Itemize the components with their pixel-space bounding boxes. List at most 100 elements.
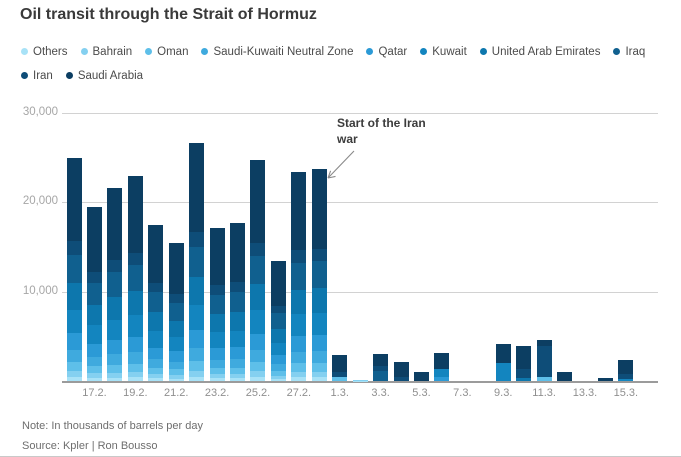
bar-24-2 bbox=[230, 222, 246, 381]
legend-dot-icon bbox=[420, 48, 428, 55]
bar-segment-oman bbox=[107, 364, 123, 373]
legend-item-label: Qatar bbox=[378, 45, 408, 58]
legend-dot-icon bbox=[613, 48, 621, 55]
bar-segment-iran bbox=[516, 369, 532, 379]
legend-item-iran: Iran bbox=[21, 69, 53, 82]
bar-segment-saudi-arabia bbox=[495, 344, 511, 364]
bar-segment-oman bbox=[189, 360, 205, 371]
bar-segment-united-arab-emirates bbox=[250, 284, 266, 311]
bar-segment-saudi-arabia bbox=[168, 242, 184, 295]
bar-segment-kuwait bbox=[311, 313, 327, 336]
bar-segment-qatar bbox=[270, 355, 286, 365]
bar-segment-kuwait bbox=[86, 325, 102, 344]
bar-segment-united-arab-emirates bbox=[168, 320, 184, 337]
bar-segment-saudi-arabia bbox=[557, 372, 573, 381]
bar-segment-kuwait bbox=[270, 342, 286, 356]
bar-segment-qatar bbox=[66, 333, 82, 350]
bar-segment-kuwait bbox=[148, 331, 164, 348]
bar-segment-iran bbox=[373, 365, 389, 372]
x-tick-label-17-2: 17.2. bbox=[82, 387, 107, 399]
bar-segment-iran bbox=[127, 252, 143, 265]
annotation-arrow-icon bbox=[327, 150, 355, 179]
bar-segment-oman bbox=[209, 368, 225, 375]
bar-segment-saudi-arabia bbox=[209, 228, 225, 286]
bar-segment-others bbox=[209, 378, 225, 381]
bar-segment-qatar bbox=[209, 348, 225, 360]
bar-segment-iraq bbox=[373, 371, 389, 381]
bar-segment-bahrain bbox=[168, 374, 184, 379]
bar-segment-qatar bbox=[189, 329, 205, 348]
bar-segment-iraq bbox=[66, 254, 82, 284]
bar-segment-saudi-kuwaiti-neutral-zone bbox=[86, 356, 102, 367]
x-tick-label-23-2: 23.2. bbox=[204, 387, 230, 399]
bar-12-3 bbox=[557, 372, 573, 381]
bar-segment-saudi-arabia bbox=[373, 354, 389, 366]
bar-segment-saudi-kuwaiti-neutral-zone bbox=[209, 359, 225, 369]
bar-segment-saudi-arabia bbox=[393, 362, 409, 377]
bar-segment-others bbox=[250, 377, 266, 381]
bar-segment-kuwait bbox=[107, 319, 123, 340]
legend-dot-icon bbox=[201, 48, 209, 55]
gridline-10000 bbox=[62, 291, 658, 293]
x-tick-label-5-3: 5.3. bbox=[412, 387, 431, 399]
bar-segment-others bbox=[311, 377, 327, 381]
bar-segment-saudi-arabia bbox=[413, 372, 429, 381]
legend-item-iraq: Iraq bbox=[613, 45, 645, 58]
x-axis-line bbox=[62, 381, 658, 383]
bar-segment-iran bbox=[230, 282, 246, 292]
x-tick-label-21-2: 21.2. bbox=[163, 387, 189, 399]
bar-segment-qatar bbox=[536, 376, 552, 378]
bar-segment-saudi-arabia bbox=[597, 377, 613, 381]
legend-item-label: Kuwait bbox=[432, 45, 467, 58]
bar-10-3 bbox=[516, 346, 532, 381]
bar-segment-saudi-arabia bbox=[250, 160, 266, 244]
bar-20-2 bbox=[148, 224, 164, 381]
plot-area: 17.2. 19.2. 21.2. 23.2. 25.2. 27.2. 1.3. 3.3. 5.… bbox=[62, 113, 658, 399]
bar-segment-kuwait bbox=[495, 363, 511, 381]
bar-19-2 bbox=[127, 175, 143, 381]
bar-segment-bahrain bbox=[86, 373, 102, 378]
bar-segment-bahrain bbox=[209, 374, 225, 379]
bar-2-3 bbox=[352, 379, 368, 381]
bar-segment-bahrain bbox=[107, 372, 123, 378]
bar-segment-bahrain bbox=[352, 379, 368, 381]
bar-segment-saudi-kuwaiti-neutral-zone bbox=[230, 358, 246, 368]
bar-segment-kuwait bbox=[189, 304, 205, 330]
bar-segment-united-arab-emirates bbox=[209, 314, 225, 333]
bar-segment-oman bbox=[332, 376, 348, 381]
bar-28-2 bbox=[311, 169, 327, 381]
legend-item-label: Saudi Arabia bbox=[77, 69, 144, 82]
legend-dot-icon bbox=[366, 48, 374, 55]
bar-segment-iran bbox=[86, 272, 102, 283]
bar-segment-iran bbox=[148, 283, 164, 293]
bar-segment-saudi-kuwaiti-neutral-zone bbox=[189, 347, 205, 361]
legend-item-bahrain: Bahrain bbox=[80, 45, 132, 58]
legend-item-label: Iraq bbox=[625, 45, 646, 58]
bar-segment-bahrain bbox=[148, 374, 164, 379]
bar-26-2 bbox=[270, 261, 286, 381]
bar-18-2 bbox=[107, 188, 123, 381]
legend-dot-icon bbox=[479, 48, 487, 55]
bar-segment-saudi-arabia bbox=[189, 143, 205, 233]
bar-segment-bahrain bbox=[250, 371, 266, 378]
bar-segment-iraq bbox=[107, 272, 123, 297]
bar-segment-iran bbox=[332, 372, 348, 377]
bar-segment-united-arab-emirates bbox=[107, 296, 123, 320]
legend-dot-icon bbox=[65, 72, 73, 79]
bar-segment-saudi-kuwaiti-neutral-zone bbox=[168, 361, 184, 370]
y-tick-label-10000: 10,000 bbox=[22, 284, 58, 297]
annotation-line-1: Start of the Iran bbox=[337, 116, 426, 130]
bar-segment-qatar bbox=[86, 343, 102, 357]
bar-segment-saudi-kuwaiti-neutral-zone bbox=[270, 364, 286, 371]
bar-segment-saudi-arabia bbox=[86, 206, 102, 273]
legend-item-label: Others bbox=[33, 45, 68, 58]
bar-17-2 bbox=[86, 206, 102, 381]
bar-segment-oman bbox=[148, 367, 164, 375]
bar-25-2 bbox=[250, 160, 266, 381]
bar-segment-others bbox=[107, 377, 123, 381]
bar-1-3 bbox=[332, 355, 348, 381]
bar-segment-others bbox=[86, 377, 102, 381]
bar-segment-saudi-arabia bbox=[618, 360, 634, 374]
bar-segment-others bbox=[230, 378, 246, 381]
bar-segment-iraq bbox=[311, 261, 327, 289]
